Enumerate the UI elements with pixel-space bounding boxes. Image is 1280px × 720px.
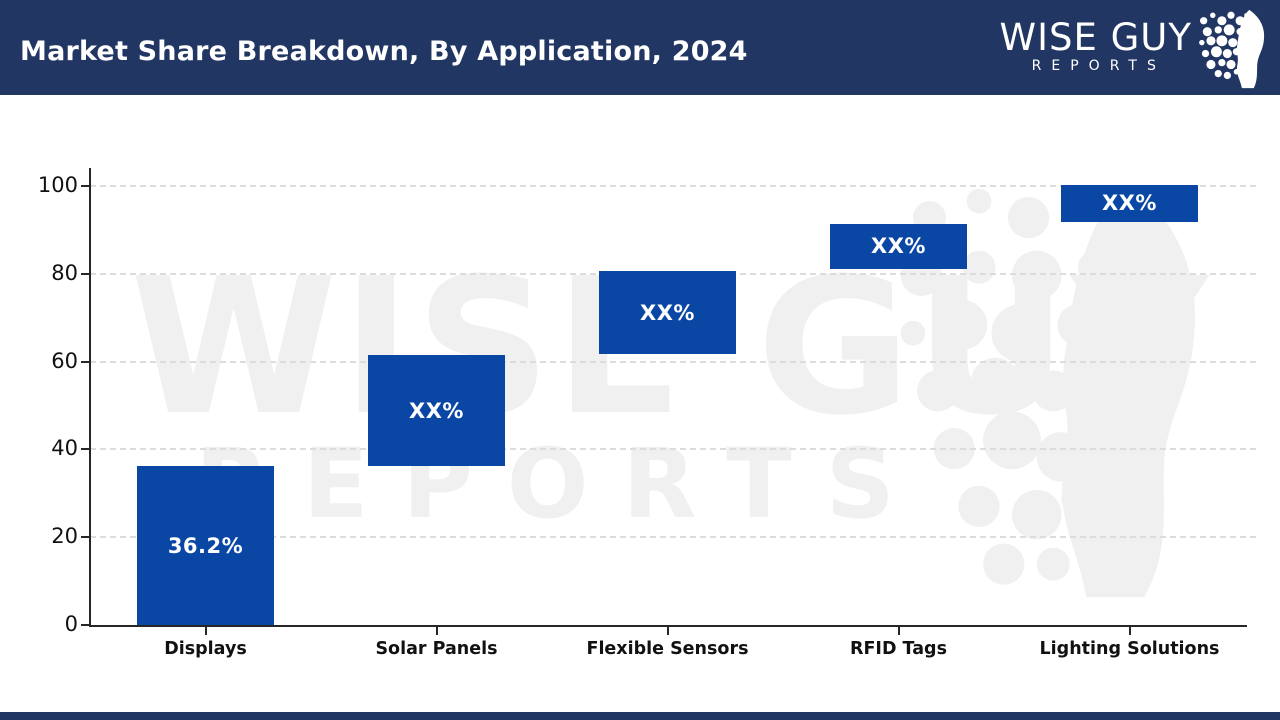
logo-face-icon — [1199, 9, 1265, 89]
x-axis-category-label: Displays — [164, 639, 247, 659]
bar-value-label: XX% — [871, 234, 926, 259]
watermark-reports-text: REPORTS — [195, 428, 929, 540]
bar-value-label: 36.2% — [167, 533, 244, 558]
y-axis-tick-label: 40 — [51, 436, 78, 461]
bar-flexible-sensors: XX% — [599, 271, 736, 355]
footer-bar — [0, 712, 1280, 720]
bar-value-label: XX% — [640, 300, 695, 325]
y-axis-line — [89, 168, 91, 627]
y-axis-tick-mark — [81, 624, 90, 626]
y-axis-tick-mark — [81, 360, 90, 363]
y-axis-tick-mark — [81, 272, 90, 275]
y-axis-tick-label: 60 — [51, 348, 78, 373]
bar-rfid-tags: XX% — [830, 223, 967, 269]
x-axis-category-label: Solar Panels — [375, 639, 498, 659]
y-axis-tick-mark — [81, 536, 90, 539]
x-axis-category-label: RFID Tags — [850, 639, 947, 659]
bar-displays: 36.2% — [137, 466, 274, 625]
gridline-y40 — [90, 448, 1256, 451]
watermark-face-logo — [900, 184, 1196, 598]
chart-title: Market Share Breakdown, By Application, … — [20, 36, 748, 67]
y-axis-tick-mark — [81, 448, 90, 451]
y-axis-tick-label: 80 — [51, 260, 78, 285]
x-axis-tick-mark — [666, 627, 669, 635]
logo-reports-text: REPORTS — [1031, 58, 1166, 74]
gridline-y60 — [90, 360, 1256, 363]
bar-value-label: XX% — [1102, 191, 1157, 216]
bar-value-label: XX% — [409, 398, 464, 423]
bar-lighting-solutions: XX% — [1061, 184, 1198, 222]
x-axis-tick-mark — [435, 627, 438, 635]
x-axis-category-label: Flexible Sensors — [586, 639, 749, 659]
logo-wiseguy-text: WISE GUY — [999, 16, 1192, 59]
bar-solar-panels: XX% — [368, 355, 505, 467]
x-axis-tick-mark — [1128, 627, 1131, 635]
header-bar: Market Share Breakdown, By Application, … — [0, 0, 1280, 95]
y-axis-tick-label: 100 — [37, 173, 78, 197]
x-axis-line — [89, 625, 1247, 627]
x-axis-category-label: Lighting Solutions — [1039, 639, 1220, 659]
x-axis-tick-mark — [897, 627, 900, 635]
wiseguy-logo: WISE GUY REPORTS — [999, 16, 1192, 75]
gridline-y20 — [90, 536, 1256, 539]
y-axis-tick-label: 0 — [64, 612, 78, 636]
y-axis-tick-mark — [81, 185, 90, 187]
gridline-y100 — [90, 185, 1256, 187]
x-axis-tick-mark — [204, 627, 207, 635]
y-axis-tick-label: 20 — [51, 524, 78, 549]
